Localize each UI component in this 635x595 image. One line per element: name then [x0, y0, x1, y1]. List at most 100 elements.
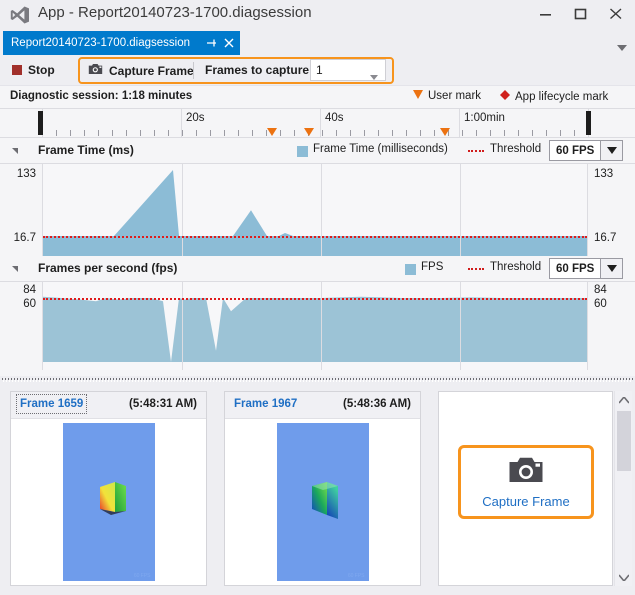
- ruler-tick: [126, 130, 127, 136]
- panel-splitter[interactable]: [0, 376, 635, 384]
- chevron-down-icon: [600, 259, 622, 278]
- scrollbar-thumb[interactable]: [617, 411, 631, 471]
- ruler-tick: [294, 130, 295, 136]
- user-mark-icon[interactable]: [304, 128, 314, 136]
- threshold-legend-label: Threshold: [490, 143, 542, 155]
- ruler-tick: [182, 130, 183, 136]
- title-bar: App - Report20140723-1700.diagsession: [0, 0, 635, 30]
- fps-panel-title: Frames per second (fps): [38, 261, 178, 275]
- ruler-tick: [518, 130, 519, 136]
- collapse-triangle-icon[interactable]: [12, 266, 18, 272]
- frame-card-header: Frame 1659 (5:48:31 AM): [11, 392, 206, 419]
- ruler-tick: [364, 130, 365, 136]
- ruler-tick: [406, 130, 407, 136]
- frame-card-name[interactable]: Frame 1659: [15, 394, 88, 414]
- frame-time-axis-max-left: 133: [16, 168, 36, 180]
- maximize-icon[interactable]: [566, 0, 596, 26]
- chevron-down-icon[interactable]: [617, 40, 627, 54]
- user-mark-label: User mark: [428, 90, 482, 102]
- frames-scrollbar[interactable]: [614, 391, 632, 586]
- ruler-tick: [112, 130, 113, 136]
- thumbnail-fps-watermark: 60 FPS: [347, 573, 365, 579]
- frame-card[interactable]: Frame 1659 (5:48:31 AM): [10, 391, 207, 586]
- fps-legend-swatch: [405, 264, 416, 275]
- capture-frame-label: Capture Frame: [109, 63, 194, 78]
- fps-legend-label: FPS: [421, 261, 444, 273]
- close-icon[interactable]: [222, 36, 236, 50]
- ruler-tick: [280, 130, 281, 136]
- ruler-label: 40s: [325, 112, 344, 124]
- capture-frame-button-large[interactable]: Capture Frame: [458, 445, 594, 519]
- frame-time-axis-min-left: 16.7: [13, 232, 36, 244]
- chevron-up-icon[interactable]: [615, 391, 633, 409]
- ruler-segment: [459, 109, 460, 137]
- frame-card-body: 60 FPS: [225, 419, 420, 585]
- ruler-tick: [560, 130, 561, 136]
- collapse-triangle-icon[interactable]: [12, 148, 18, 154]
- camera-icon: [88, 63, 103, 78]
- ruler-tick: [238, 130, 239, 136]
- frame-time-legend-label: Frame Time (milliseconds): [313, 143, 448, 155]
- ruler-tick: [504, 130, 505, 136]
- frame-card-timestamp: (5:48:36 AM): [343, 398, 411, 410]
- session-end-marker: [586, 111, 591, 135]
- frame-time-panel-title: Frame Time (ms): [38, 143, 134, 157]
- ruler-tick: [56, 130, 57, 136]
- ruler-tick: [490, 130, 491, 136]
- user-mark-icon[interactable]: [440, 128, 450, 136]
- frames-to-capture-value: 1: [316, 63, 323, 77]
- frames-to-capture-label: Frames to capture: [205, 63, 310, 77]
- captured-frames-panel: Frame 1659 (5:48:31 AM): [0, 384, 635, 595]
- chevron-down-icon[interactable]: [615, 568, 633, 586]
- capture-frame-button[interactable]: Capture Frame: [88, 63, 194, 78]
- ruler-tick: [350, 130, 351, 136]
- timeline-ruler[interactable]: 20s 40s 1:00min: [0, 108, 635, 138]
- capture-frame-button-label: Capture Frame: [482, 493, 570, 509]
- ruler-segment: [320, 109, 321, 137]
- frame-card-name[interactable]: Frame 1967: [234, 398, 298, 410]
- fps-axis-threshold-right: 60: [594, 298, 607, 310]
- ruler-tick: [476, 130, 477, 136]
- triangle-down-icon: [413, 90, 423, 102]
- ruler-tick: [168, 130, 169, 136]
- window-title: App - Report20140723-1700.diagsession: [38, 4, 312, 21]
- frame-card[interactable]: Frame 1967 (5:48:36 AM): [224, 391, 421, 586]
- fps-plot[interactable]: 84 60 84 60: [0, 282, 635, 376]
- chevron-down-icon: [600, 141, 622, 160]
- fps-axis-max-right: 84: [594, 284, 607, 296]
- stop-button-label: Stop: [28, 63, 55, 77]
- ruler-tick: [252, 130, 253, 136]
- ruler-tick: [210, 130, 211, 136]
- thumbnail-fps-watermark: 60 FPS: [133, 573, 151, 579]
- ruler-label: 1:00min: [464, 112, 505, 124]
- fps-panel-header: Frames per second (fps) FPS Threshold 60…: [0, 256, 635, 282]
- fps-threshold-line: [43, 298, 587, 300]
- pin-icon[interactable]: [204, 36, 218, 50]
- diagnostic-session-duration: Diagnostic session: 1:18 minutes: [10, 90, 193, 102]
- fps-threshold-select[interactable]: 60 FPS: [549, 258, 623, 279]
- diagnostics-toolbar: Stop Capture Frame Frames to capture 1: [0, 55, 635, 86]
- frame-card-header: Frame 1967 (5:48:36 AM): [225, 392, 420, 419]
- ruler-label: 20s: [186, 112, 205, 124]
- ruler-tick: [392, 130, 393, 136]
- capture-controls-highlight: [78, 57, 394, 84]
- ruler-tick: [196, 130, 197, 136]
- tab-diagsession[interactable]: Report20140723-1700.diagsession: [3, 31, 241, 55]
- frame-time-panel: Frame Time (ms) Frame Time (milliseconds…: [0, 138, 635, 256]
- user-mark-icon[interactable]: [267, 128, 277, 136]
- fps-axis-threshold-left: 60: [23, 298, 36, 310]
- capture-frame-card: Capture Frame: [438, 391, 613, 586]
- ruler-tick: [462, 130, 463, 136]
- splitter-grip: [2, 378, 633, 382]
- ruler-tick: [546, 130, 547, 136]
- fps-plot-area: [42, 282, 588, 370]
- minimize-icon[interactable]: [531, 0, 561, 26]
- ruler-tick: [154, 130, 155, 136]
- frames-to-capture-select[interactable]: 1: [310, 59, 386, 81]
- frame-time-threshold-select[interactable]: 60 FPS: [549, 140, 623, 161]
- frame-time-plot[interactable]: 133 16.7 133 16.7: [0, 164, 635, 256]
- close-icon[interactable]: [601, 0, 631, 26]
- stop-button[interactable]: Stop: [12, 60, 55, 80]
- ruler-tick: [140, 130, 141, 136]
